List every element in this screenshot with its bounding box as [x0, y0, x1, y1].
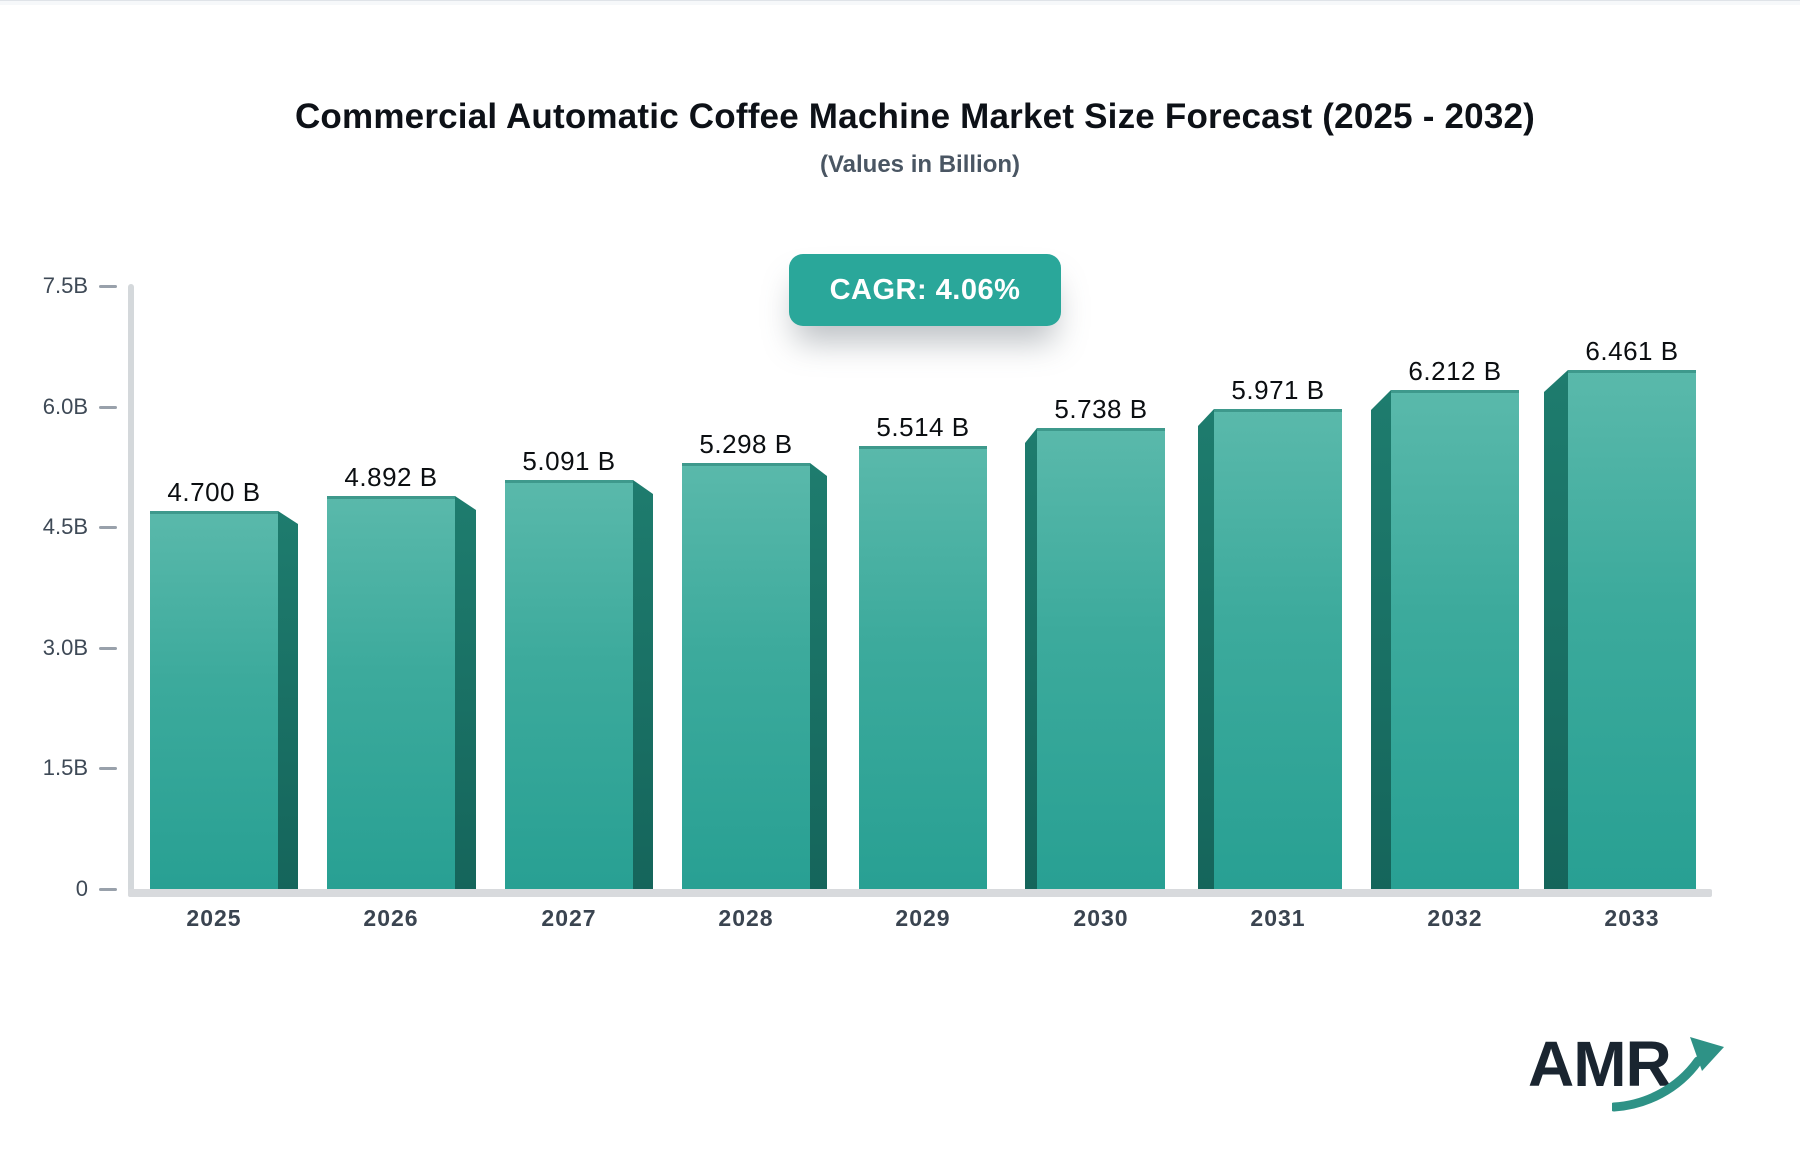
bar-side-shade — [810, 463, 827, 889]
y-axis-line — [128, 284, 134, 897]
x-axis-line — [128, 889, 1712, 897]
chart-title: Commercial Automatic Coffee Machine Mark… — [294, 97, 1536, 136]
bar-face-2027 — [505, 480, 633, 889]
bar-value-label: 5.091 B — [522, 446, 616, 476]
bar-value-label: 5.514 B — [876, 412, 970, 442]
cagr-badge: CAGR: 4.06% — [789, 254, 1061, 326]
y-axis-tick-mark — [99, 526, 117, 529]
y-axis-tick-mark — [99, 406, 117, 409]
bar-side-shade — [1371, 390, 1391, 889]
y-axis-tick-label: 0 — [75, 876, 88, 901]
bar-side-shade — [1025, 428, 1037, 889]
bar-side-shade — [278, 511, 298, 889]
y-axis-tick-mark — [99, 767, 117, 770]
bar-face-2025 — [150, 511, 278, 889]
bar-side-shade — [633, 480, 653, 889]
y-axis-tick-mark — [99, 647, 117, 650]
growth-arrow-icon — [1612, 1037, 1724, 1112]
bar-face-2033 — [1568, 370, 1696, 889]
amr-logo: AMR — [1528, 1027, 1724, 1117]
x-axis-label: 2029 — [895, 905, 951, 931]
y-axis-tick-label: 4.5B — [42, 514, 88, 539]
x-axis-label: 2028 — [718, 905, 774, 931]
x-axis-label: 2032 — [1427, 905, 1483, 931]
bar-side-shade — [455, 496, 476, 889]
bar-face-2029 — [859, 446, 987, 889]
bar-side-shade — [1198, 409, 1214, 889]
bar-value-label: 5.971 B — [1231, 375, 1325, 405]
logo-text: AMR — [1528, 1028, 1672, 1100]
bar-value-label: 6.461 B — [1585, 336, 1679, 366]
y-axis-tick-label: 1.5B — [42, 755, 88, 780]
bar-side-shade — [1544, 370, 1568, 889]
y-axis-tick-mark — [99, 285, 117, 288]
bar-face-2028 — [682, 463, 810, 889]
bar-face-2032 — [1391, 390, 1519, 889]
x-axis-label: 2025 — [186, 905, 242, 931]
x-axis-label: 2033 — [1604, 905, 1660, 931]
x-axis-label: 2030 — [1073, 905, 1129, 931]
bar-face-2031 — [1214, 409, 1342, 889]
y-axis-tick-label: 7.5B — [42, 273, 88, 298]
bar-face-2026 — [327, 496, 455, 889]
x-axis-label: 2026 — [363, 905, 419, 931]
bar-value-label: 4.700 B — [167, 477, 261, 507]
bar-value-label: 4.892 B — [344, 462, 438, 492]
y-axis-tick-label: 6.0B — [42, 394, 88, 419]
bar-value-label: 5.298 B — [699, 429, 793, 459]
x-axis-label: 2031 — [1250, 905, 1306, 931]
bar-value-label: 5.738 B — [1054, 394, 1148, 424]
y-axis-tick-mark — [99, 888, 117, 891]
chart-subtitle: (Values in Billion) — [819, 151, 1021, 178]
bar-face-2030 — [1037, 428, 1165, 889]
y-axis-tick-label: 3.0B — [42, 635, 88, 660]
bar-value-label: 6.212 B — [1408, 356, 1502, 386]
x-axis-label: 2027 — [541, 905, 597, 931]
